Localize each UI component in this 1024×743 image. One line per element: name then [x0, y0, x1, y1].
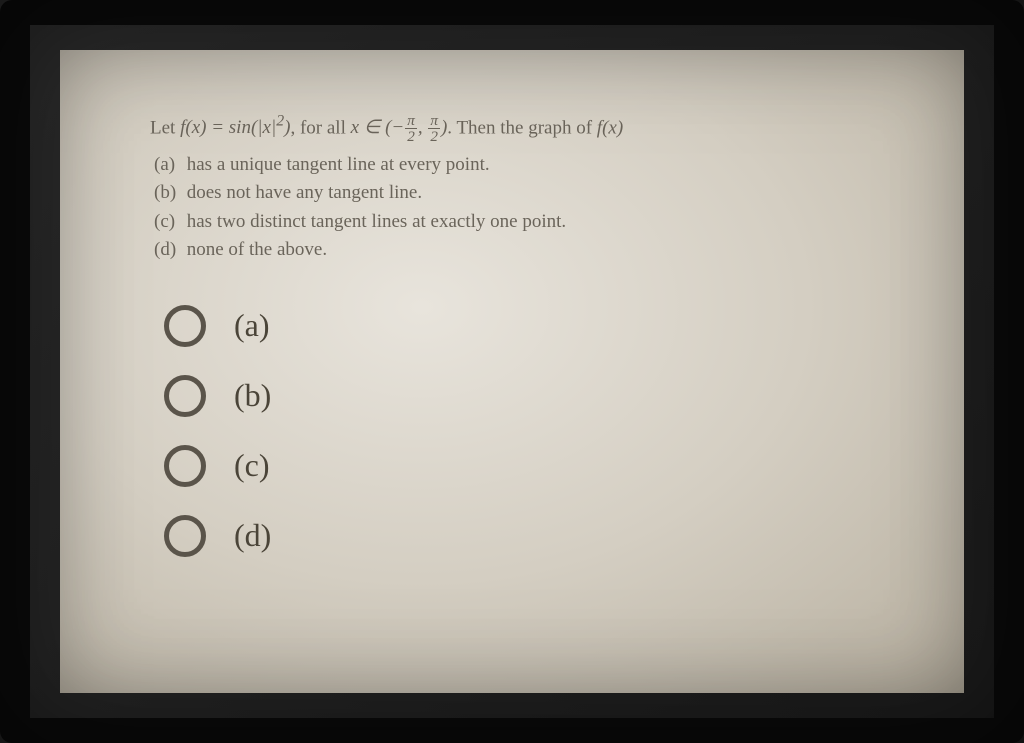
choice-row-c[interactable]: (c) [164, 445, 874, 487]
math-func-def: f(x) = sin(|x|2) [180, 117, 290, 138]
question-page: Let f(x) = sin(|x|2), for all x ∈ (−π2, … [60, 50, 964, 693]
radio-icon[interactable] [164, 305, 206, 347]
stem-text-3: . Then the graph of [447, 117, 597, 138]
option-label: (c) [154, 208, 182, 237]
option-text: has a unique tangent line at every point… [187, 154, 490, 175]
choice-label: (c) [234, 447, 270, 484]
choice-label: (b) [234, 377, 271, 414]
stem-text-2: , for all [290, 117, 350, 138]
math-func-ref: f(x) [597, 117, 623, 138]
option-c: (c) has two distinct tangent lines at ex… [154, 208, 874, 237]
math-domain: x ∈ (−π2, π2) [351, 117, 448, 138]
question-stem: Let f(x) = sin(|x|2), for all x ∈ (−π2, … [150, 110, 874, 145]
choice-label: (d) [234, 517, 271, 554]
device-frame: Let f(x) = sin(|x|2), for all x ∈ (−π2, … [0, 0, 1024, 743]
choice-row-b[interactable]: (b) [164, 375, 874, 417]
option-text: has two distinct tangent lines at exactl… [187, 211, 566, 232]
option-b: (b) does not have any tangent line. [154, 179, 874, 208]
choice-row-a[interactable]: (a) [164, 305, 874, 347]
choice-label: (a) [234, 307, 270, 344]
radio-icon[interactable] [164, 515, 206, 557]
choice-row-d[interactable]: (d) [164, 515, 874, 557]
answer-choice-group: (a) (b) (c) (d) [164, 305, 874, 557]
option-a: (a) has a unique tangent line at every p… [154, 151, 874, 180]
option-label: (d) [154, 236, 182, 265]
option-text: none of the above. [187, 239, 327, 260]
option-d: (d) none of the above. [154, 236, 874, 265]
radio-icon[interactable] [164, 445, 206, 487]
option-label: (a) [154, 151, 182, 180]
option-text: does not have any tangent line. [187, 182, 422, 203]
radio-icon[interactable] [164, 375, 206, 417]
option-label: (b) [154, 179, 182, 208]
stem-text-1: Let [150, 117, 180, 138]
